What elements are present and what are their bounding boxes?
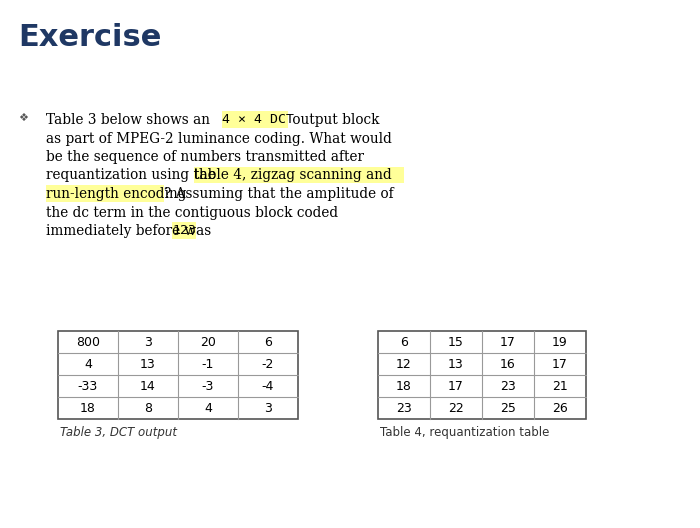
Text: Table 3, DCT output: Table 3, DCT output xyxy=(60,426,177,439)
Text: be the sequence of numbers transmitted after: be the sequence of numbers transmitted a… xyxy=(46,150,364,164)
Text: 3: 3 xyxy=(144,335,152,348)
Text: run-length encoding: run-length encoding xyxy=(46,187,186,201)
Text: -33: -33 xyxy=(78,380,98,392)
Text: output block: output block xyxy=(288,113,379,127)
Text: 14: 14 xyxy=(140,380,156,392)
Text: 4: 4 xyxy=(84,357,92,371)
Text: 25: 25 xyxy=(500,401,516,414)
Text: 17: 17 xyxy=(500,335,516,348)
Text: 17: 17 xyxy=(448,380,464,392)
Bar xyxy=(172,222,196,239)
Text: the dc term in the contiguous block coded: the dc term in the contiguous block code… xyxy=(46,205,338,220)
Text: 17: 17 xyxy=(552,357,568,371)
Text: 3: 3 xyxy=(264,401,272,414)
Text: -3: -3 xyxy=(202,380,214,392)
Text: ? Assuming that the amplitude of: ? Assuming that the amplitude of xyxy=(164,187,393,201)
Text: 6: 6 xyxy=(264,335,272,348)
Text: -1: -1 xyxy=(202,357,214,371)
Text: 4: 4 xyxy=(204,401,212,414)
Text: 6: 6 xyxy=(400,335,408,348)
Text: 16: 16 xyxy=(500,357,516,371)
Text: 20: 20 xyxy=(200,335,216,348)
Text: ❖: ❖ xyxy=(18,113,28,123)
Text: 18: 18 xyxy=(396,380,412,392)
Text: table 4, zigzag scanning and: table 4, zigzag scanning and xyxy=(194,168,392,183)
Bar xyxy=(378,331,586,419)
Text: 8: 8 xyxy=(144,401,152,414)
Text: requantization using the: requantization using the xyxy=(46,168,220,183)
Bar xyxy=(58,331,298,419)
Text: 26: 26 xyxy=(552,401,568,414)
Text: 19: 19 xyxy=(552,335,568,348)
Text: 21: 21 xyxy=(552,380,568,392)
Text: 13: 13 xyxy=(140,357,156,371)
Text: 23: 23 xyxy=(500,380,516,392)
Text: Table 3 below shows an: Table 3 below shows an xyxy=(46,113,214,127)
Text: 22: 22 xyxy=(448,401,464,414)
Text: 800: 800 xyxy=(76,335,100,348)
Text: 12: 12 xyxy=(396,357,412,371)
Text: Table 4, requantization table: Table 4, requantization table xyxy=(380,426,550,439)
Bar xyxy=(46,185,164,202)
Text: 13: 13 xyxy=(448,357,464,371)
Text: Exercise: Exercise xyxy=(18,23,162,52)
Text: 23: 23 xyxy=(396,401,412,414)
Text: as part of MPEG-2 luminance coding. What would: as part of MPEG-2 luminance coding. What… xyxy=(46,131,392,146)
Text: 18: 18 xyxy=(80,401,96,414)
Text: -4: -4 xyxy=(262,380,274,392)
Text: immediately before was: immediately before was xyxy=(46,224,216,238)
Bar xyxy=(194,166,404,183)
Text: -2: -2 xyxy=(262,357,274,371)
Text: 4 × 4 DCT: 4 × 4 DCT xyxy=(222,113,294,126)
Text: 123: 123 xyxy=(172,224,196,237)
Text: 15: 15 xyxy=(448,335,464,348)
Bar xyxy=(222,111,288,127)
